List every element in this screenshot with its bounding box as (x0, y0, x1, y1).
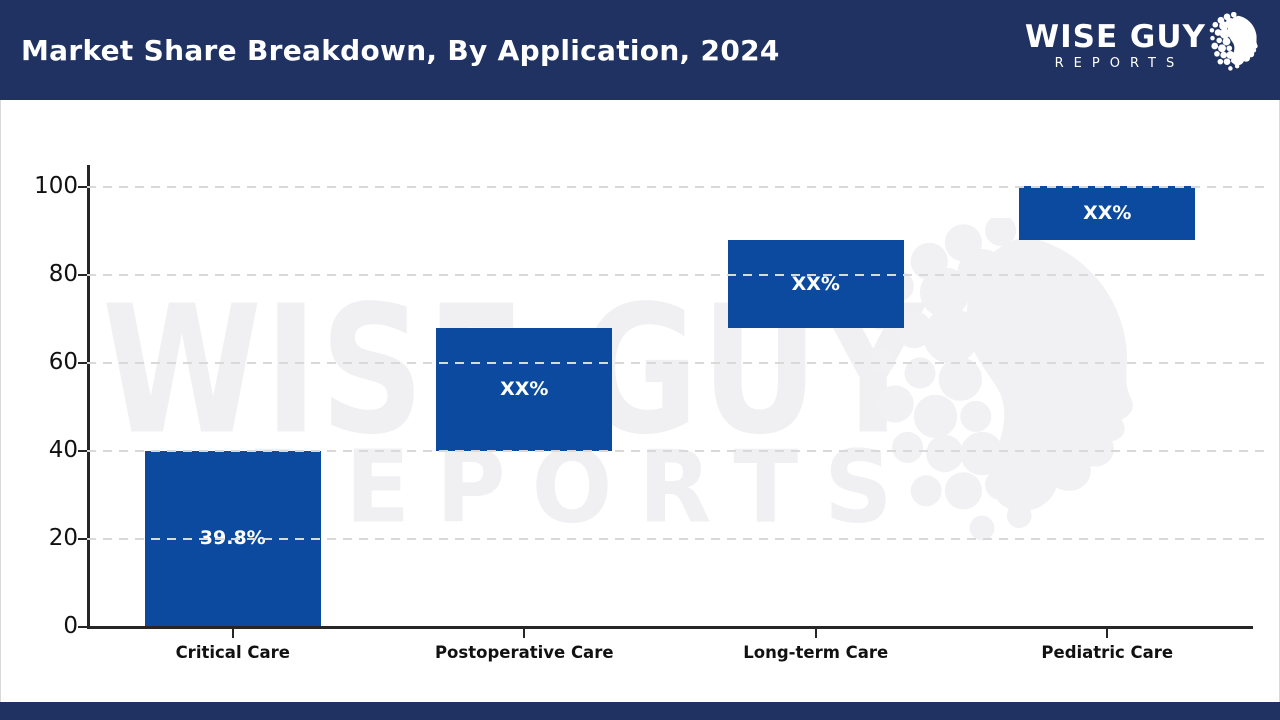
bar-pediatric-care: XX% (1019, 186, 1196, 241)
category-label-postoperative-care: Postoperative Care (434, 643, 614, 662)
category-label-critical-care: Critical Care (175, 643, 290, 662)
gridline-100 (87, 186, 1268, 188)
category-label-long-term-care: Long-term Care (743, 643, 889, 662)
y-tick-label-0: 0 (63, 613, 78, 639)
y-tick-mark-80 (78, 274, 87, 276)
y-tick-mark-40 (78, 450, 87, 452)
y-tick-mark-60 (78, 362, 87, 364)
bar-long-term-care: XX% (727, 240, 904, 329)
page-left-border (0, 100, 1, 702)
brand-logo: WISE GUY REPORTS (1025, 12, 1264, 80)
footer-bar (0, 702, 1280, 720)
y-tick-mark-100 (78, 186, 87, 188)
bar-postoperative-care: XX% (436, 328, 613, 451)
y-tick-mark-0 (78, 626, 87, 628)
dotted-head-icon (1208, 12, 1264, 80)
header-bar: Market Share Breakdown, By Application, … (0, 0, 1280, 100)
y-tick-label-80: 80 (48, 261, 78, 287)
gridline-40 (87, 450, 1268, 452)
watermark-head-icon (858, 214, 1168, 594)
x-tick-mark-postoperative-care (523, 629, 526, 638)
gridline-60 (87, 362, 1268, 364)
bar-value-label-pediatric-care: XX% (1083, 202, 1132, 225)
brand-subname: REPORTS (1054, 55, 1185, 71)
gridline-20 (87, 538, 1268, 540)
gridline-80 (87, 274, 1268, 276)
bar-value-label-long-term-care: XX% (791, 273, 840, 296)
x-tick-mark-long-term-care (814, 629, 817, 638)
brand-logo-text: WISE GUY REPORTS (1025, 21, 1206, 71)
y-axis-line (87, 165, 90, 629)
plot-area: 0 20 40 60 80 100 39.8% Critical Care XX% Postope… (0, 100, 1280, 702)
page-title: Market Share Breakdown, By Application, … (21, 33, 780, 67)
bar-value-label-postoperative-care: XX% (500, 378, 549, 401)
y-tick-label-60: 60 (48, 349, 78, 375)
brand-name: WISE GUY (1024, 19, 1206, 56)
x-tick-mark-critical-care (231, 629, 234, 638)
x-tick-mark-pediatric-care (1106, 629, 1109, 638)
y-tick-mark-20 (78, 538, 87, 540)
y-tick-label-20: 20 (48, 525, 78, 551)
x-axis-line (87, 626, 1253, 629)
category-label-pediatric-care: Pediatric Care (1041, 643, 1174, 662)
y-tick-label-100: 100 (34, 173, 78, 199)
y-tick-label-40: 40 (48, 437, 78, 463)
